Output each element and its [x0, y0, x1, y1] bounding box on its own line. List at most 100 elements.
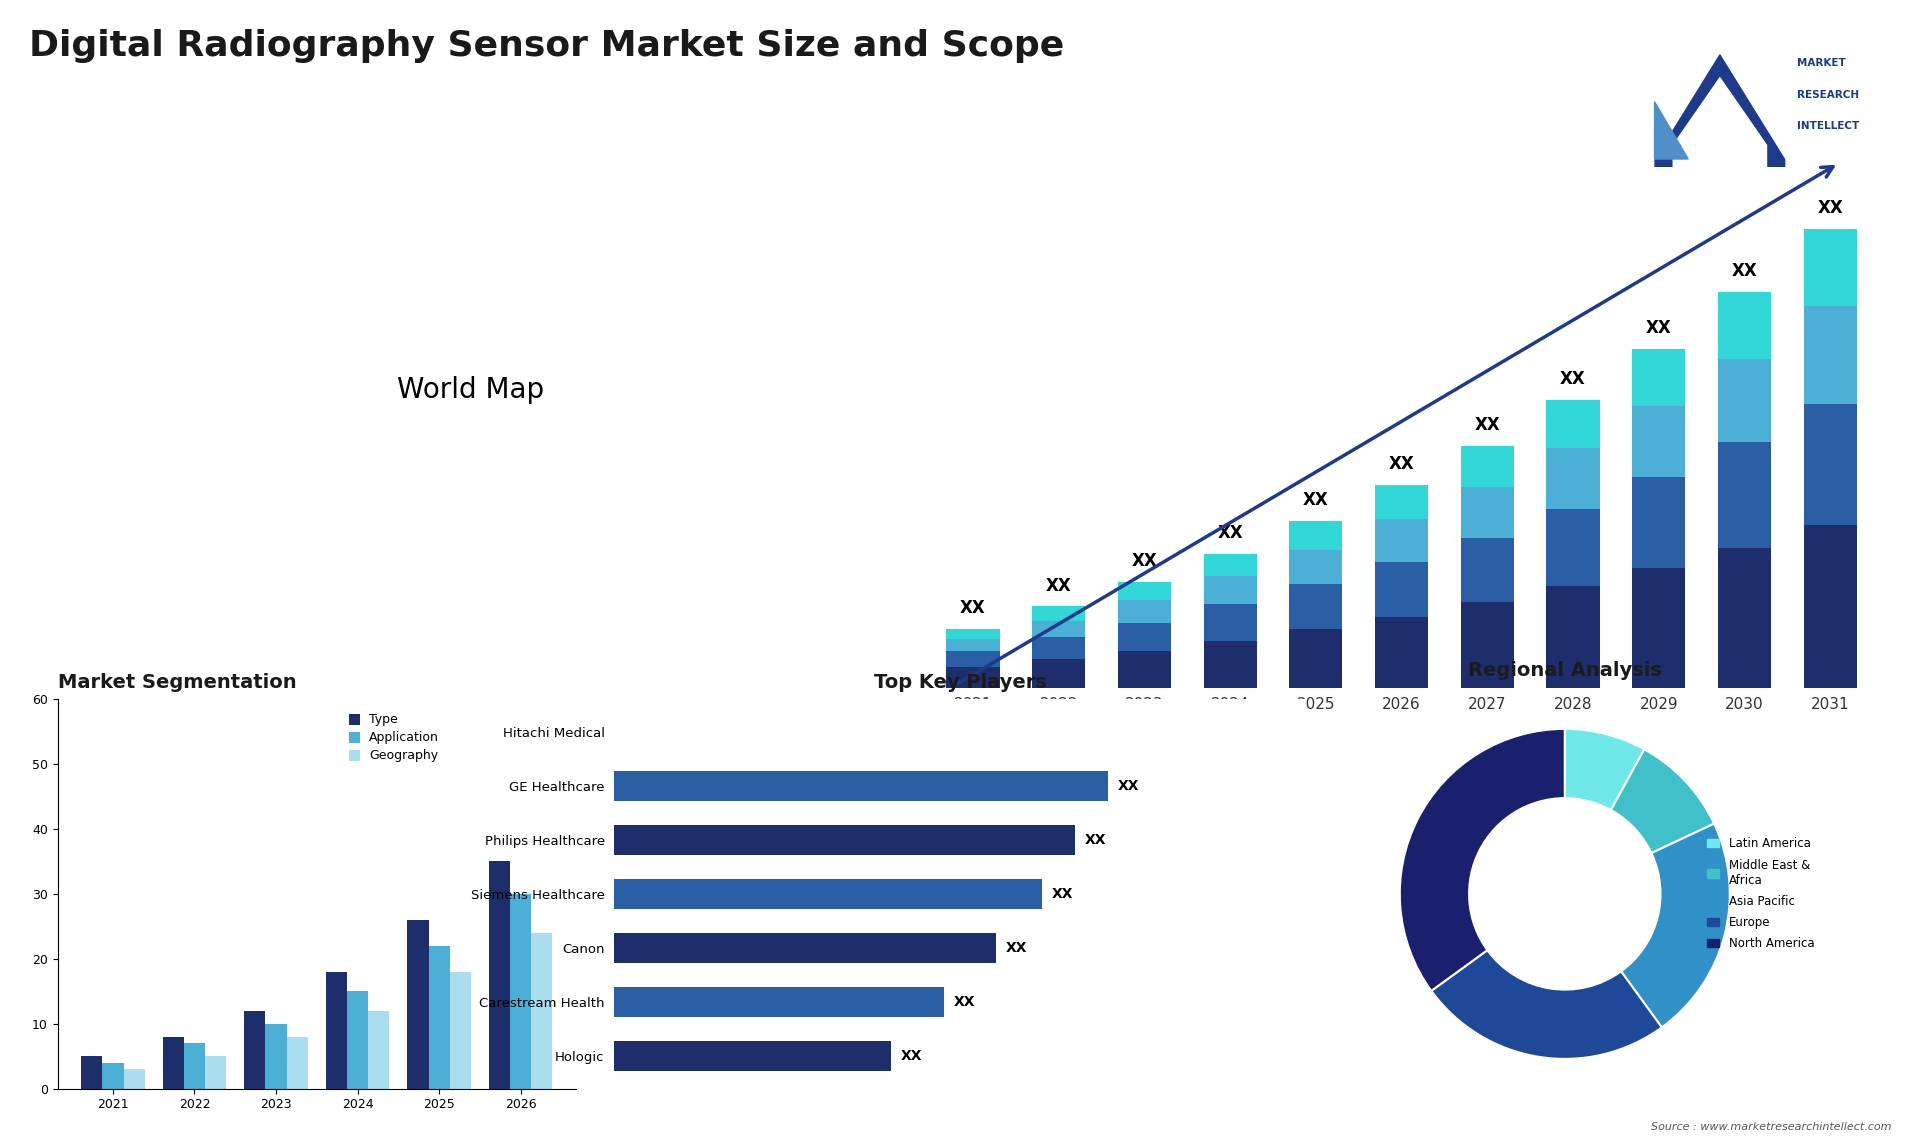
Bar	[265, 1023, 286, 1089]
Bar	[1803, 306, 1857, 403]
Bar	[947, 629, 1000, 639]
Bar	[1204, 554, 1258, 576]
Polygon shape	[1655, 102, 1688, 159]
Wedge shape	[1400, 729, 1565, 991]
Text: XX: XX	[954, 995, 975, 1008]
Bar	[286, 1037, 307, 1089]
Wedge shape	[1611, 749, 1715, 853]
Text: XX: XX	[1117, 779, 1139, 793]
Text: MARKET: MARKET	[1797, 58, 1845, 68]
Bar	[1375, 562, 1428, 617]
Bar	[511, 894, 532, 1089]
Bar	[1117, 582, 1171, 601]
Bar	[1461, 487, 1513, 537]
Text: XX: XX	[1645, 319, 1672, 337]
Bar	[1033, 621, 1085, 637]
Bar	[1546, 509, 1599, 587]
Text: XX: XX	[1006, 941, 1027, 955]
Bar	[1204, 576, 1258, 604]
Bar	[490, 862, 511, 1089]
Bar	[244, 1011, 265, 1089]
Text: XX: XX	[1818, 199, 1843, 218]
Bar	[1204, 604, 1258, 641]
Bar	[614, 879, 1043, 909]
Bar	[1718, 548, 1770, 688]
Bar	[1033, 606, 1085, 621]
Bar	[1461, 603, 1513, 688]
Bar	[1461, 446, 1513, 487]
Bar	[1803, 229, 1857, 306]
Legend: Type, Application, Geography: Type, Application, Geography	[349, 713, 440, 762]
Text: XX: XX	[1131, 552, 1158, 571]
Bar	[1117, 622, 1171, 651]
Bar	[947, 651, 1000, 667]
Bar	[947, 639, 1000, 651]
Bar	[1546, 400, 1599, 448]
Bar	[163, 1037, 184, 1089]
Bar	[532, 933, 553, 1089]
Legend: Latin America, Middle East &
Africa, Asia Pacific, Europe, North America: Latin America, Middle East & Africa, Asi…	[1703, 833, 1818, 955]
Text: XX: XX	[1732, 262, 1757, 280]
Text: Digital Radiography Sensor Market Size and Scope: Digital Radiography Sensor Market Size a…	[29, 29, 1064, 63]
Text: XX: XX	[1304, 492, 1329, 509]
Bar	[1375, 485, 1428, 519]
Bar	[1290, 521, 1342, 550]
Bar	[1290, 584, 1342, 629]
Bar	[1375, 519, 1428, 562]
Bar	[1033, 637, 1085, 659]
Bar	[428, 945, 449, 1089]
Bar	[1546, 448, 1599, 509]
Bar	[1632, 406, 1686, 477]
Bar	[1632, 568, 1686, 688]
Text: Source : www.marketresearchintellect.com: Source : www.marketresearchintellect.com	[1651, 1122, 1891, 1132]
Bar	[1718, 359, 1770, 442]
Wedge shape	[1620, 824, 1730, 1027]
Wedge shape	[1565, 729, 1644, 810]
Bar	[1204, 641, 1258, 688]
Bar	[614, 987, 943, 1017]
Bar	[81, 1057, 102, 1089]
Wedge shape	[1430, 950, 1663, 1059]
Text: Market Segmentation: Market Segmentation	[58, 673, 296, 692]
Bar	[1033, 659, 1085, 688]
Bar	[614, 1042, 891, 1072]
Text: XX: XX	[1085, 833, 1106, 847]
Title: Top Key Players: Top Key Players	[874, 673, 1046, 692]
Bar	[102, 1062, 123, 1089]
Bar	[1546, 587, 1599, 688]
Text: XX: XX	[900, 1049, 922, 1063]
Bar	[1803, 525, 1857, 688]
Bar	[369, 1011, 390, 1089]
Bar	[123, 1069, 144, 1089]
Text: RESEARCH: RESEARCH	[1797, 89, 1859, 100]
Bar	[184, 1043, 205, 1089]
Title: Regional Analysis: Regional Analysis	[1469, 661, 1661, 681]
Bar	[1117, 651, 1171, 688]
Text: XX: XX	[1561, 370, 1586, 387]
Text: XX: XX	[1217, 524, 1242, 542]
Bar	[1803, 403, 1857, 525]
Bar	[1290, 629, 1342, 688]
Bar	[1718, 292, 1770, 359]
Bar	[205, 1057, 227, 1089]
Bar	[1461, 537, 1513, 603]
Bar	[1632, 477, 1686, 568]
Bar	[1117, 601, 1171, 622]
Text: XX: XX	[1052, 887, 1073, 901]
Bar	[947, 667, 1000, 688]
Text: XX: XX	[1046, 576, 1071, 595]
Bar	[1718, 442, 1770, 548]
Bar	[449, 972, 470, 1089]
Bar	[326, 972, 348, 1089]
Bar	[614, 825, 1075, 855]
Bar	[1290, 550, 1342, 584]
Text: XX: XX	[1388, 455, 1415, 473]
Bar	[1632, 348, 1686, 406]
Bar	[407, 920, 428, 1089]
Bar	[614, 933, 996, 963]
Text: XX: XX	[960, 599, 985, 617]
Text: INTELLECT: INTELLECT	[1797, 121, 1859, 131]
Bar	[348, 991, 369, 1089]
Bar	[614, 771, 1108, 801]
Bar	[1375, 617, 1428, 688]
